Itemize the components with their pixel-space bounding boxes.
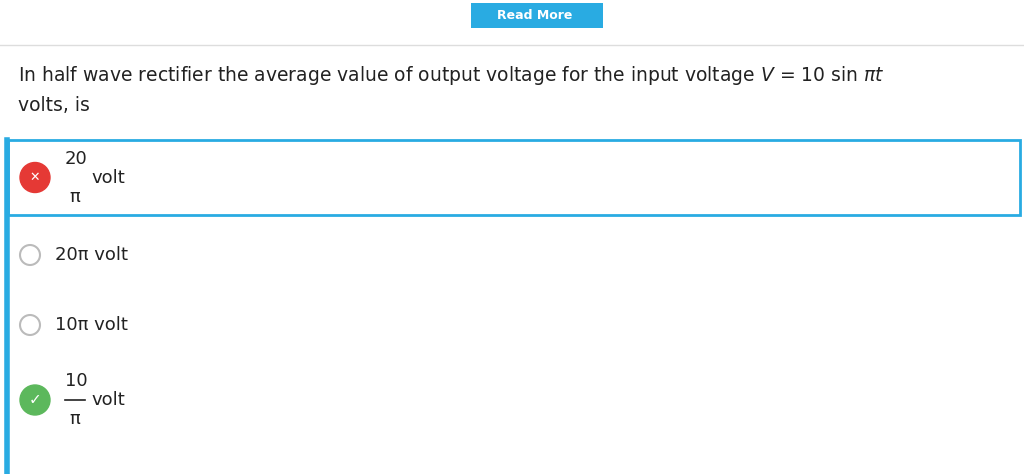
Circle shape (20, 163, 50, 192)
Text: Read More: Read More (498, 9, 572, 22)
Text: In half wave rectifier the average value of output voltage for the input voltage: In half wave rectifier the average value… (18, 64, 885, 86)
Text: volt: volt (91, 168, 125, 186)
FancyBboxPatch shape (8, 140, 1020, 215)
Text: volt: volt (91, 391, 125, 409)
Text: volts, is: volts, is (18, 95, 90, 115)
Text: ✕: ✕ (30, 171, 40, 184)
Text: 10π volt: 10π volt (55, 316, 128, 334)
Text: π: π (70, 410, 80, 428)
Text: 10: 10 (65, 372, 88, 390)
Text: π: π (70, 188, 80, 206)
FancyBboxPatch shape (471, 3, 603, 28)
Text: ✓: ✓ (29, 392, 41, 408)
Text: 20π volt: 20π volt (55, 246, 128, 264)
Text: 20: 20 (65, 149, 88, 167)
Circle shape (20, 385, 50, 415)
